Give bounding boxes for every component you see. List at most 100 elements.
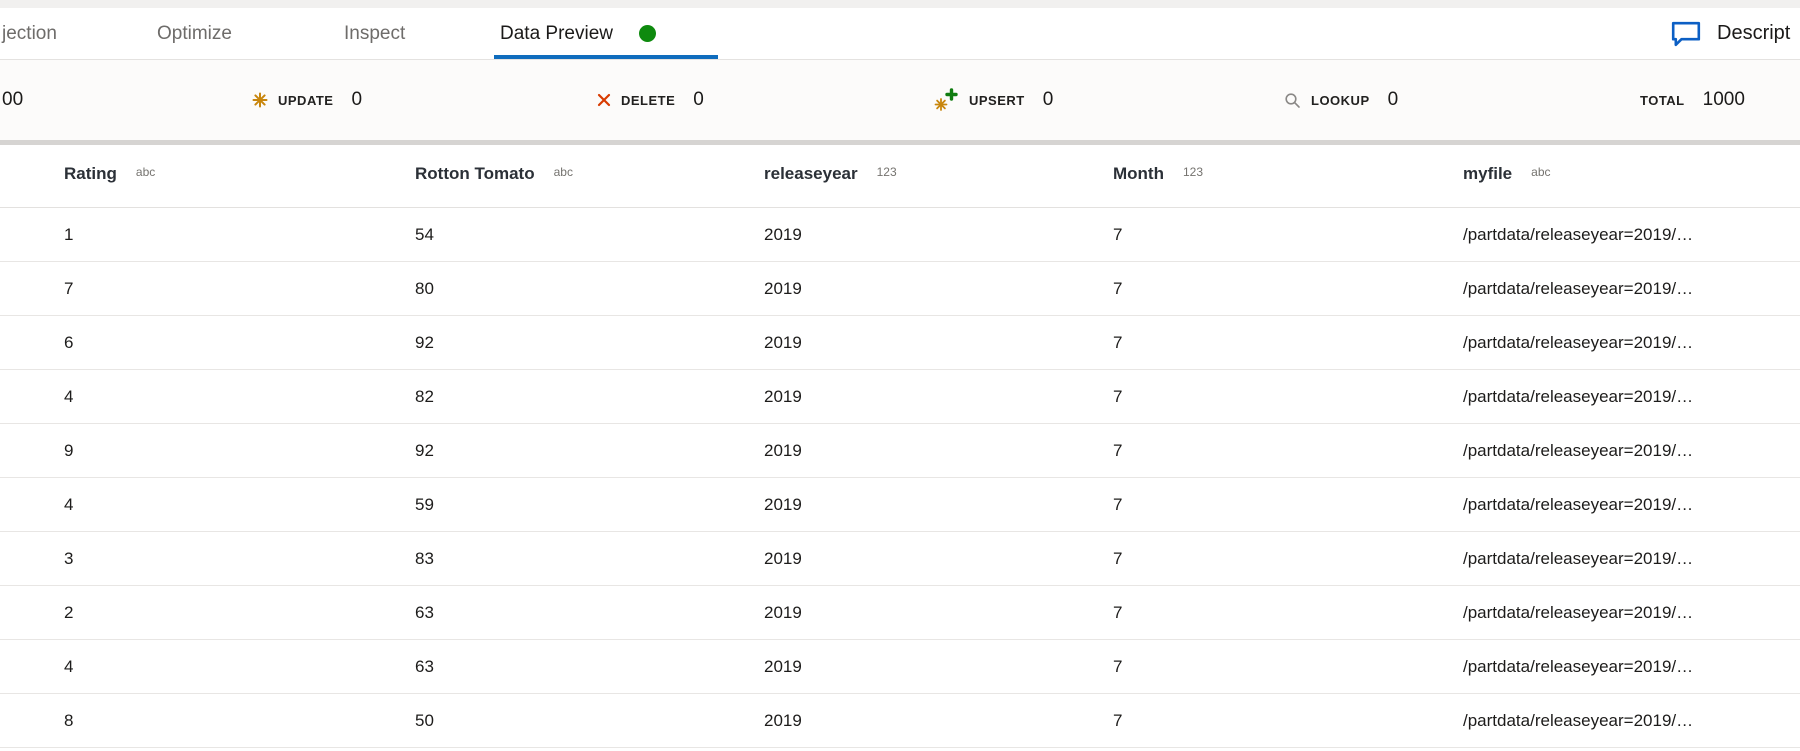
table-row: 7 80 2019 7 /partdata/releaseyear=2019/…	[0, 262, 1800, 316]
stat-update: UPDATE 0	[252, 60, 362, 140]
stat-label: UPSERT	[969, 92, 1025, 108]
cell-month: 7	[1113, 494, 1123, 514]
cell-releaseyear: 2019	[764, 656, 802, 676]
cell-rating: 4	[64, 386, 74, 406]
cell-month: 7	[1113, 602, 1123, 622]
tab-data-preview[interactable]: Data Preview	[500, 8, 656, 59]
cell-rating: 1	[64, 224, 74, 244]
stat-total: TOTAL 1000	[1640, 60, 1745, 140]
cell-releaseyear: 2019	[764, 494, 802, 514]
cell-month: 7	[1113, 710, 1123, 730]
column-type-badge: abc	[553, 165, 573, 179]
cell-month: 7	[1113, 224, 1123, 244]
cell-rotton-tomato: 82	[415, 386, 434, 406]
status-dot	[639, 25, 656, 42]
cell-rotton-tomato: 50	[415, 710, 434, 730]
stat-delete: DELETE 0	[597, 60, 704, 140]
column-name: Rotton Tomato	[415, 164, 535, 183]
cell-rotton-tomato: 92	[415, 332, 434, 352]
cell-myfile: /partdata/releaseyear=2019/…	[1463, 386, 1694, 406]
stat-label: UPDATE	[278, 92, 334, 108]
cell-month: 7	[1113, 332, 1123, 352]
table-row: 4 63 2019 7 /partdata/releaseyear=2019/…	[0, 640, 1800, 694]
column-name: releaseyear	[764, 164, 858, 183]
magnifier-icon	[1284, 92, 1301, 109]
stat-value: 0	[351, 89, 363, 110]
column-header-releaseyear[interactable]: releaseyear 123	[764, 145, 897, 207]
table-row: 4 59 2019 7 /partdata/releaseyear=2019/…	[0, 478, 1800, 532]
comment-icon	[1671, 21, 1701, 47]
cell-rating: 2	[64, 602, 74, 622]
tab-optimize[interactable]: Optimize	[157, 8, 232, 59]
cell-myfile: /partdata/releaseyear=2019/…	[1463, 656, 1694, 676]
description-label: Descript	[1717, 22, 1791, 44]
cell-month: 7	[1113, 440, 1123, 460]
column-type-badge: 123	[876, 165, 897, 179]
column-type-badge: 123	[1182, 165, 1204, 179]
column-header-month[interactable]: Month 123	[1113, 145, 1203, 207]
column-type-badge: abc	[1531, 165, 1551, 179]
table-row: 3 83 2019 7 /partdata/releaseyear=2019/…	[0, 532, 1800, 586]
cell-rating: 4	[64, 494, 74, 514]
stat-insert-partial: 00	[2, 60, 23, 140]
stat-label: DELETE	[621, 92, 676, 108]
column-header-rating[interactable]: Rating abc	[64, 145, 155, 207]
column-name: Rating	[64, 164, 117, 183]
cell-myfile: /partdata/releaseyear=2019/…	[1463, 602, 1694, 622]
cell-myfile: /partdata/releaseyear=2019/…	[1463, 332, 1694, 352]
cell-rating: 9	[64, 440, 74, 460]
stat-lookup: LOOKUP 0	[1284, 60, 1398, 140]
top-strip	[0, 0, 1800, 8]
cell-releaseyear: 2019	[764, 332, 802, 352]
column-name: Month	[1113, 164, 1164, 183]
tab-projection[interactable]: jection	[2, 8, 57, 59]
cell-rating: 7	[64, 278, 74, 298]
table-row: 9 92 2019 7 /partdata/releaseyear=2019/…	[0, 424, 1800, 478]
active-tab-underline	[494, 55, 718, 59]
tab-label: jection	[2, 22, 57, 44]
column-header-myfile[interactable]: myfile abc	[1463, 145, 1551, 207]
cell-rating: 6	[64, 332, 74, 352]
stat-value: 00	[2, 89, 24, 110]
cell-rotton-tomato: 83	[415, 548, 434, 568]
cell-myfile: /partdata/releaseyear=2019/…	[1463, 278, 1694, 298]
cell-rating: 8	[64, 710, 74, 730]
section-divider	[0, 140, 1800, 145]
cell-month: 7	[1113, 278, 1123, 298]
stat-value: 0	[1042, 89, 1054, 110]
description-button[interactable]: Descript	[1671, 8, 1790, 59]
cell-releaseyear: 2019	[764, 548, 802, 568]
column-header-rotton-tomato[interactable]: Rotton Tomato abc	[415, 145, 573, 207]
cell-rotton-tomato: 80	[415, 278, 434, 298]
cell-releaseyear: 2019	[764, 602, 802, 622]
stat-label: LOOKUP	[1311, 92, 1370, 108]
cell-rating: 4	[64, 656, 74, 676]
cell-rating: 3	[64, 548, 74, 568]
cell-myfile: /partdata/releaseyear=2019/…	[1463, 548, 1694, 568]
column-name: myfile	[1463, 164, 1513, 183]
table-row: 1 54 2019 7 /partdata/releaseyear=2019/…	[0, 208, 1800, 262]
asterisk-icon	[252, 92, 268, 108]
table-row: 6 92 2019 7 /partdata/releaseyear=2019/…	[0, 316, 1800, 370]
asterisk-plus-icon	[934, 88, 959, 112]
cell-month: 7	[1113, 548, 1123, 568]
cell-rotton-tomato: 54	[415, 224, 434, 244]
cell-releaseyear: 2019	[764, 710, 802, 730]
stat-value: 1000	[1702, 89, 1745, 110]
tab-label: Optimize	[157, 22, 232, 44]
cell-myfile: /partdata/releaseyear=2019/…	[1463, 224, 1694, 244]
stats-bar: 00 UPDATE 0 D	[0, 60, 1800, 140]
table-row: 4 82 2019 7 /partdata/releaseyear=2019/…	[0, 370, 1800, 424]
cell-rotton-tomato: 59	[415, 494, 434, 514]
tab-bar: jection Optimize Inspect Data Preview De…	[0, 8, 1800, 60]
stat-upsert: UPSERT 0	[934, 60, 1053, 140]
tab-inspect[interactable]: Inspect	[344, 8, 405, 59]
x-icon	[597, 93, 611, 107]
tab-label: Inspect	[344, 22, 406, 44]
column-type-badge: abc	[135, 165, 156, 179]
stat-value: 0	[693, 89, 704, 110]
cell-myfile: /partdata/releaseyear=2019/…	[1463, 494, 1694, 514]
cell-myfile: /partdata/releaseyear=2019/…	[1463, 710, 1694, 730]
stat-value: 0	[1387, 89, 1399, 110]
